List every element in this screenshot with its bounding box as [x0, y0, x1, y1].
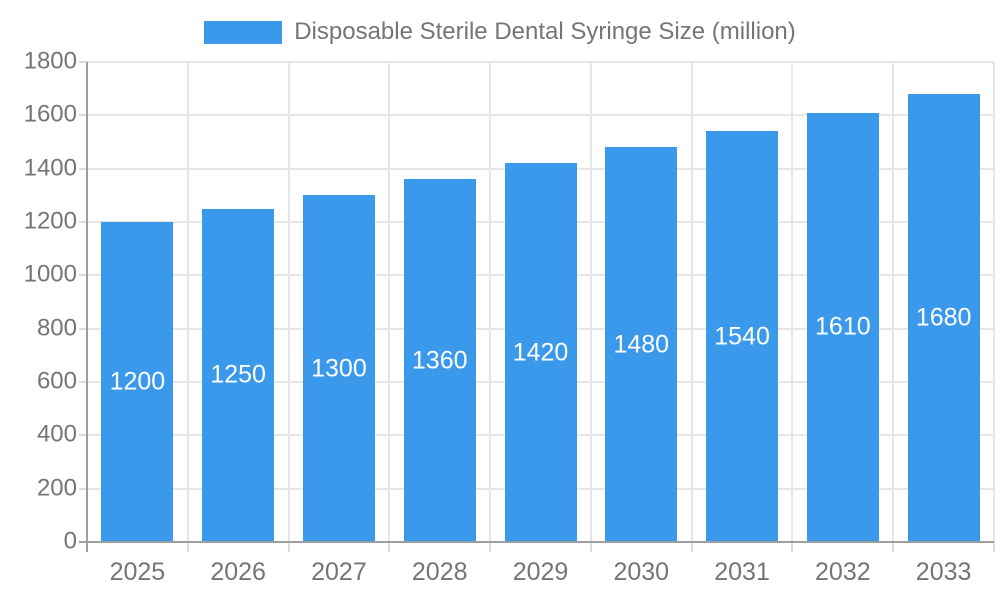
x-axis-label: 2029: [512, 558, 569, 586]
y-axis-tick: [79, 61, 87, 63]
y-axis-label: 1800: [23, 47, 77, 75]
x-axis-tick: [892, 542, 895, 552]
y-axis-tick: [79, 114, 87, 117]
y-axis-tick: [79, 381, 87, 383]
bar-value-label: 1680: [915, 303, 972, 332]
x-axis-tick: [993, 542, 995, 552]
x-axis-tick: [489, 542, 492, 552]
gridline-vertical: [186, 62, 189, 542]
gridline-vertical: [589, 62, 592, 542]
x-axis-tick: [690, 542, 693, 552]
x-axis-label: 2032: [815, 558, 871, 586]
y-axis-tick: [79, 487, 87, 490]
bar-2029[interactable]: [504, 163, 577, 542]
y-axis-label: 1600: [23, 100, 77, 128]
y-axis-label: 200: [36, 474, 77, 502]
y-axis-tick: [79, 274, 87, 277]
bar-value-label: 1200: [109, 367, 166, 396]
y-axis-label: 600: [36, 367, 77, 395]
x-axis-tick: [287, 542, 290, 552]
y-axis-label: 1200: [23, 207, 77, 235]
bar-2026[interactable]: [202, 208, 275, 542]
x-axis-label: 2033: [915, 558, 972, 586]
x-axis-label: 2028: [411, 558, 468, 586]
gridline-vertical: [388, 62, 391, 542]
x-axis-label: 2026: [210, 558, 266, 586]
bar-2031[interactable]: [706, 131, 779, 542]
y-axis-label: 1000: [23, 260, 77, 288]
gridline-vertical: [791, 62, 794, 542]
bar-value-label: 1250: [210, 360, 266, 389]
x-axis-tick: [589, 542, 592, 552]
y-axis-tick: [79, 221, 87, 223]
gridline-vertical: [690, 62, 693, 542]
bar-value-label: 1300: [311, 354, 367, 383]
y-axis-label: 1400: [23, 154, 77, 182]
bar-2027[interactable]: [302, 195, 375, 542]
y-axis-tick: [79, 167, 87, 170]
gridline-vertical: [287, 62, 290, 542]
x-axis-label: 2031: [714, 558, 770, 586]
y-axis-tick: [79, 434, 87, 437]
legend: Disposable Sterile Dental Syringe Size (…: [0, 18, 1000, 46]
x-axis-label: 2030: [613, 558, 670, 586]
y-axis-label: 400: [36, 420, 77, 448]
legend-swatch: [204, 20, 283, 44]
x-axis-tick: [186, 542, 189, 552]
bar-2033[interactable]: [907, 94, 980, 542]
y-axis-line: [86, 62, 88, 552]
y-axis-label: 800: [36, 314, 77, 342]
x-axis-tick: [388, 542, 391, 552]
bar-value-label: 1540: [714, 322, 770, 351]
gridline-horizontal: [87, 61, 994, 63]
gridline-vertical: [892, 62, 895, 542]
bar-value-label: 1610: [815, 312, 871, 341]
y-axis-label: 0: [63, 527, 77, 555]
bar-2030[interactable]: [605, 147, 678, 542]
bar-2025[interactable]: [101, 222, 174, 542]
gridline-horizontal: [87, 114, 994, 117]
gridline-vertical: [993, 62, 995, 542]
bar-2032[interactable]: [806, 112, 879, 542]
x-axis-label: 2027: [311, 558, 367, 586]
gridline-vertical: [489, 62, 492, 542]
x-axis-tick: [791, 542, 794, 552]
legend-label: Disposable Sterile Dental Syringe Size (…: [294, 18, 796, 45]
bar-value-label: 1360: [411, 346, 468, 375]
y-axis-tick: [79, 327, 87, 330]
bar-value-label: 1480: [613, 330, 670, 359]
x-axis-label: 2025: [109, 558, 166, 586]
bar-value-label: 1420: [512, 338, 569, 367]
x-axis-baseline: [79, 541, 994, 543]
bar-2028[interactable]: [403, 179, 476, 542]
